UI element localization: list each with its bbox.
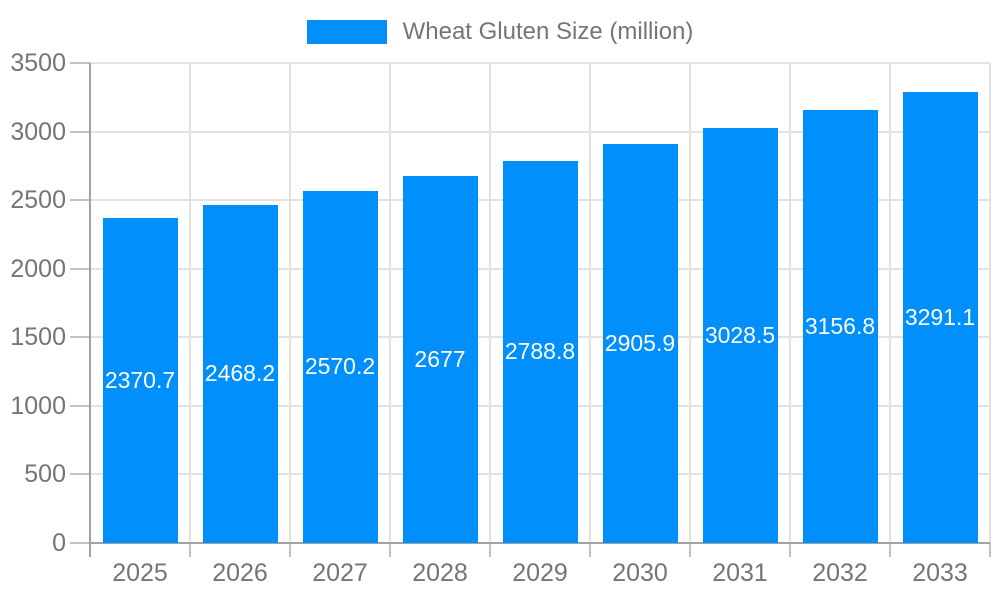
bar-value-label: 2468.2 — [204, 360, 276, 387]
gridline-x — [289, 63, 291, 543]
gridline-x — [389, 63, 391, 543]
bar-2025[interactable]: 2370.7 — [102, 217, 178, 543]
y-tick-mark — [70, 542, 90, 544]
x-axis-label: 2029 — [512, 559, 568, 587]
y-tick-mark — [70, 404, 90, 407]
x-tick-mark — [389, 543, 391, 557]
y-axis-label: 1000 — [10, 391, 66, 420]
y-axis-label: 500 — [24, 460, 66, 489]
x-axis-label: 2032 — [812, 559, 868, 587]
bar-value-label: 2570.2 — [304, 353, 376, 380]
x-axis-label: 2028 — [412, 559, 468, 587]
y-axis-label: 0 — [52, 529, 66, 557]
y-axis-line — [89, 63, 91, 557]
y-tick-mark — [70, 473, 90, 476]
bar-2028[interactable]: 2677 — [402, 175, 478, 543]
x-axis-label: 2030 — [612, 559, 668, 587]
bar-value-label: 3028.5 — [704, 321, 776, 348]
chart-legend[interactable]: Wheat Gluten Size (million) — [0, 14, 1000, 50]
bar-2029[interactable]: 2788.8 — [502, 160, 578, 543]
x-axis-label: 2027 — [312, 559, 368, 587]
legend-swatch-icon — [306, 20, 387, 44]
bar-value-label: 2677 — [414, 345, 466, 372]
x-axis-label: 2025 — [112, 559, 168, 587]
gridline-y — [90, 130, 990, 133]
y-axis-label: 2500 — [10, 186, 66, 215]
x-axis-label: 2026 — [212, 559, 268, 587]
x-axis-label: 2031 — [712, 559, 768, 587]
x-axis-label: 2033 — [912, 559, 968, 587]
bar-2032[interactable]: 3156.8 — [802, 110, 878, 543]
x-tick-mark — [489, 543, 491, 557]
x-tick-mark — [889, 543, 891, 557]
y-axis-label: 1500 — [10, 323, 66, 352]
gridline-x — [189, 63, 191, 543]
bar-2026[interactable]: 2468.2 — [202, 204, 278, 543]
gridline-x — [589, 63, 591, 543]
bar-value-label: 3291.1 — [904, 303, 976, 330]
gridline-x — [689, 63, 691, 543]
bar-2031[interactable]: 3028.5 — [702, 127, 778, 543]
y-axis-label: 3500 — [10, 49, 66, 77]
x-tick-mark — [989, 543, 991, 557]
bar-value-label: 2788.8 — [504, 338, 576, 365]
bar-value-label: 3156.8 — [804, 313, 876, 340]
gridline-x — [889, 63, 891, 543]
y-tick-mark — [70, 62, 90, 64]
bar-2027[interactable]: 2570.2 — [302, 190, 378, 543]
x-tick-mark — [189, 543, 191, 557]
y-axis-label: 3000 — [10, 117, 66, 146]
y-axis-label: 2000 — [10, 254, 66, 283]
x-tick-mark — [289, 543, 291, 557]
x-axis-line — [90, 542, 990, 544]
bar-value-label: 2905.9 — [604, 330, 676, 357]
gridline-x — [989, 63, 991, 543]
bar-2030[interactable]: 2905.9 — [602, 144, 678, 543]
y-tick-mark — [70, 336, 90, 339]
x-tick-mark — [689, 543, 691, 557]
gridline-x — [789, 63, 791, 543]
x-tick-mark — [589, 543, 591, 557]
bar-2033[interactable]: 3291.1 — [902, 91, 978, 543]
y-tick-mark — [70, 267, 90, 270]
y-tick-mark — [70, 199, 90, 202]
y-tick-mark — [70, 130, 90, 133]
legend-label: Wheat Gluten Size (million) — [402, 18, 694, 45]
x-tick-mark — [789, 543, 791, 557]
bar-value-label: 2370.7 — [104, 366, 176, 393]
gridline-x — [489, 63, 491, 543]
gridline-y — [90, 62, 990, 64]
